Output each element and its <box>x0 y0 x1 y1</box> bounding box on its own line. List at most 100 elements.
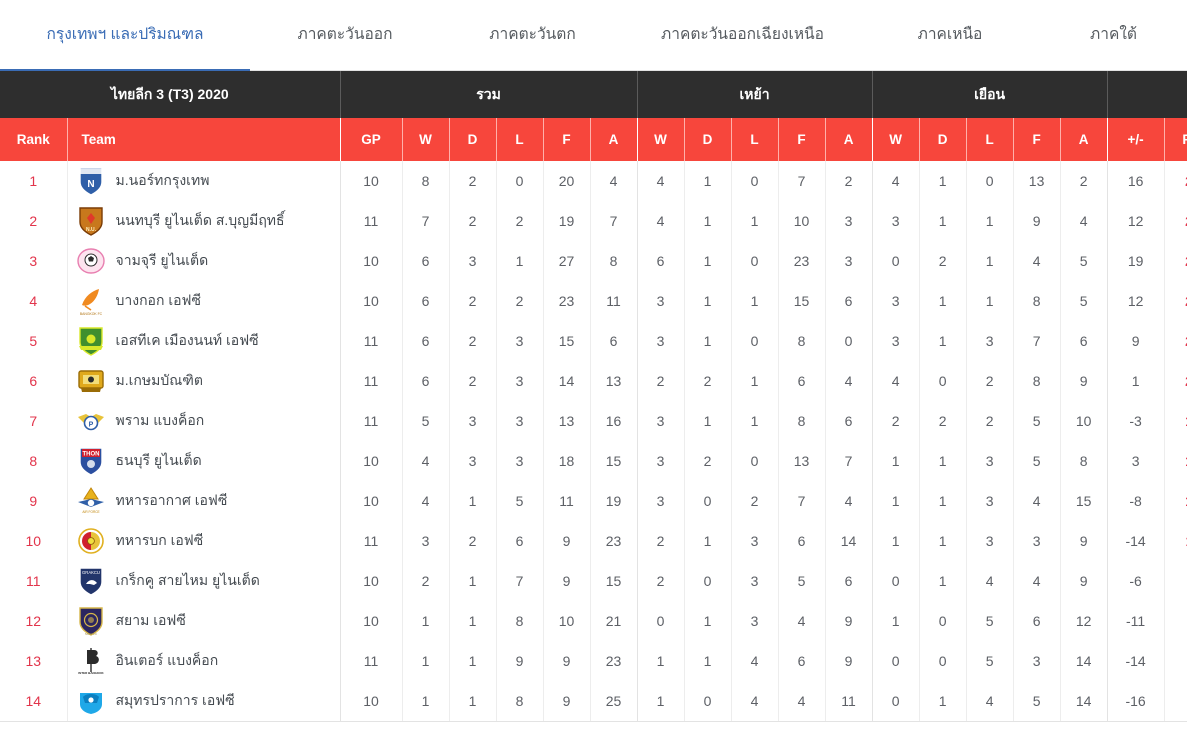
cell-team[interactable]: N.U. นนทบุรี ยูไนเต็ด ส.บุญมีฤทธิ์ <box>67 201 341 241</box>
cell-total-w: 4 <box>402 481 450 521</box>
col-header-away-w[interactable]: W <box>872 118 920 161</box>
table-row[interactable]: 4 BANGKOK FC บางกอก เอฟซี 10 6 2 2 23 11 3 1 1 15 6 3 1… <box>0 281 1187 321</box>
cell-total-a: 11 <box>590 281 638 321</box>
tab-list: กรุงเทพฯ และปริมณฑล ภาคตะวันออก ภาคตะวัน… <box>0 0 1187 71</box>
cell-gp: 10 <box>340 681 403 722</box>
cell-total-d: 2 <box>449 161 497 201</box>
col-header-away-d[interactable]: D <box>919 118 967 161</box>
cell-home-w: 1 <box>637 641 685 681</box>
cell-team[interactable]: THON ธนบุรี ยูไนเต็ด <box>67 441 341 481</box>
col-header-home-d[interactable]: D <box>684 118 732 161</box>
col-header-home-f[interactable]: F <box>778 118 826 161</box>
cell-total-a: 15 <box>590 441 638 481</box>
col-header-total-l[interactable]: L <box>496 118 544 161</box>
table-row[interactable]: 11 GRAKCU เกร็กคู สายไหม ยูไนเต็ด 10 2 1 7 9 15 2… <box>0 561 1187 601</box>
cell-total-w: 7 <box>402 201 450 241</box>
col-header-home-l[interactable]: L <box>731 118 779 161</box>
tab-north[interactable]: ภาคเหนือ <box>860 24 1040 71</box>
cell-away-w: 3 <box>872 201 920 241</box>
col-header-away-l[interactable]: L <box>966 118 1014 161</box>
tab-bangkok-metropolitan[interactable]: กรุงเทพฯ และปริมณฑล <box>0 24 250 71</box>
col-header-goal-difference[interactable]: +/- <box>1107 118 1165 161</box>
cell-away-f: 4 <box>1013 241 1061 281</box>
col-header-home-a[interactable]: A <box>825 118 873 161</box>
cell-goal-difference: 9 <box>1107 321 1165 361</box>
col-header-team[interactable]: Team <box>67 118 341 161</box>
cell-home-a: 9 <box>825 641 873 681</box>
table-row[interactable]: 1Nม.นอร์ทกรุงเทพ10820204410724101321626 <box>0 161 1187 201</box>
cell-home-a: 6 <box>825 281 873 321</box>
cell-team[interactable]: SIAM FC สยาม เอฟซี <box>67 601 341 641</box>
cell-rank: 11 <box>0 561 68 601</box>
cell-away-w: 3 <box>872 321 920 361</box>
tab-east[interactable]: ภาคตะวันออก <box>250 24 440 71</box>
cell-home-w: 4 <box>637 161 685 201</box>
col-header-total-w[interactable]: W <box>402 118 450 161</box>
cell-total-l: 7 <box>496 561 544 601</box>
table-row[interactable]: 5 เอสทีเค เมืองนนท์ เอฟซี 11 6 2 3 15 6 3 1 0 8 0 3 1 3… <box>0 321 1187 361</box>
cell-team[interactable]: ทหารบก เอฟซี <box>67 521 341 561</box>
tab-south[interactable]: ภาคใต้ <box>1040 24 1187 71</box>
cell-home-l: 1 <box>731 361 779 401</box>
cell-points: 4 <box>1164 601 1187 641</box>
table-row[interactable]: 13 INTER BANGKOK อินเตอร์ แบงค็อก 11 1 1 9 9 23 1… <box>0 641 1187 681</box>
cell-away-a: 9 <box>1060 561 1108 601</box>
cell-away-a: 2 <box>1060 161 1108 201</box>
cell-total-a: 23 <box>590 521 638 561</box>
group-header-away: เยือน <box>872 71 1108 118</box>
cell-team[interactable]: จามจุรี ยูไนเต็ด <box>67 241 341 281</box>
col-header-points[interactable]: Pts <box>1164 118 1187 161</box>
table-row[interactable]: 12 SIAM FC สยาม เอฟซี 10 1 1 8 10 21 0 1 3 4 9 1 0 5 6 12-… <box>0 601 1187 641</box>
col-header-gp[interactable]: GP <box>340 118 403 161</box>
col-header-total-a[interactable]: A <box>590 118 638 161</box>
region-tab-bar: กรุงเทพฯ และปริมณฑล ภาคตะวันออก ภาคตะวัน… <box>0 0 1187 71</box>
team-name: สยาม เอฟซี <box>115 612 186 628</box>
cell-away-a: 10 <box>1060 401 1108 441</box>
cell-rank: 4 <box>0 281 68 321</box>
col-header-away-a[interactable]: A <box>1060 118 1108 161</box>
table-row[interactable]: 14 สมุทรปราการ เอฟซี 10 1 1 8 9 25 1 0 4 4 11 0 1 4 5 14-… <box>0 681 1187 722</box>
cell-away-a: 14 <box>1060 681 1108 722</box>
col-header-home-w[interactable]: W <box>637 118 685 161</box>
cell-away-d: 1 <box>919 441 967 481</box>
cell-away-w: 3 <box>872 281 920 321</box>
cell-team[interactable]: ม.เกษมบัณฑิต <box>67 361 341 401</box>
cell-total-f: 10 <box>543 601 591 641</box>
col-header-total-d[interactable]: D <box>449 118 497 161</box>
cell-points: 4 <box>1164 681 1187 722</box>
table-row[interactable]: 6ม.เกษมบัณฑิต1162314132216440289120 <box>0 361 1187 401</box>
svg-text:THON: THON <box>82 452 99 458</box>
cell-points: 13 <box>1164 481 1187 521</box>
cell-team[interactable]: AIR FORCE ทหารอากาศ เอฟซี <box>67 481 341 521</box>
table-row[interactable]: 9 AIR FORCE ทหารอากาศ เอฟซี 10 4 1 5 11 19 3 0 2 7 4 1… <box>0 481 1187 521</box>
col-header-total-f[interactable]: F <box>543 118 591 161</box>
cell-away-d: 1 <box>919 481 967 521</box>
cell-away-l: 3 <box>966 521 1014 561</box>
cell-team[interactable]: INTER BANGKOK อินเตอร์ แบงค็อก <box>67 641 341 681</box>
col-header-away-f[interactable]: F <box>1013 118 1061 161</box>
cell-away-a: 12 <box>1060 601 1108 641</box>
cell-team[interactable]: BANGKOK FC บางกอก เอฟซี <box>67 281 341 321</box>
cell-total-l: 6 <box>496 521 544 561</box>
table-row[interactable]: 8 THON ธนบุรี ยูไนเต็ด 10 4 3 3 18 15 3 2 0 13 7 1 1 3 5 8… <box>0 441 1187 481</box>
cell-team[interactable]: P พราม แบงค็อก <box>67 401 341 441</box>
cell-total-w: 1 <box>402 601 450 641</box>
cell-home-f: 13 <box>778 441 826 481</box>
col-header-rank[interactable]: Rank <box>0 118 68 161</box>
cell-total-w: 3 <box>402 521 450 561</box>
cell-team[interactable]: N ม.นอร์ทกรุงเทพ <box>67 161 341 201</box>
cell-team[interactable]: สมุทรปราการ เอฟซี <box>67 681 341 722</box>
cell-rank: 12 <box>0 601 68 641</box>
cell-home-a: 11 <box>825 681 873 722</box>
table-row[interactable]: 2 N.U. นนทบุรี ยูไนเต็ด ส.บุญมีฤทธิ์ 11 7 2 2 1… <box>0 201 1187 241</box>
cell-points: 20 <box>1164 281 1187 321</box>
tab-northeast[interactable]: ภาคตะวันออกเฉียงเหนือ <box>625 24 860 71</box>
tab-west[interactable]: ภาคตะวันตก <box>440 24 625 71</box>
cell-team[interactable]: GRAKCU เกร็กคู สายไหม ยูไนเต็ด <box>67 561 341 601</box>
cell-team[interactable]: เอสทีเค เมืองนนท์ เอฟซี <box>67 321 341 361</box>
cell-home-d: 0 <box>684 481 732 521</box>
svg-text:BANGKOK FC: BANGKOK FC <box>79 312 102 316</box>
